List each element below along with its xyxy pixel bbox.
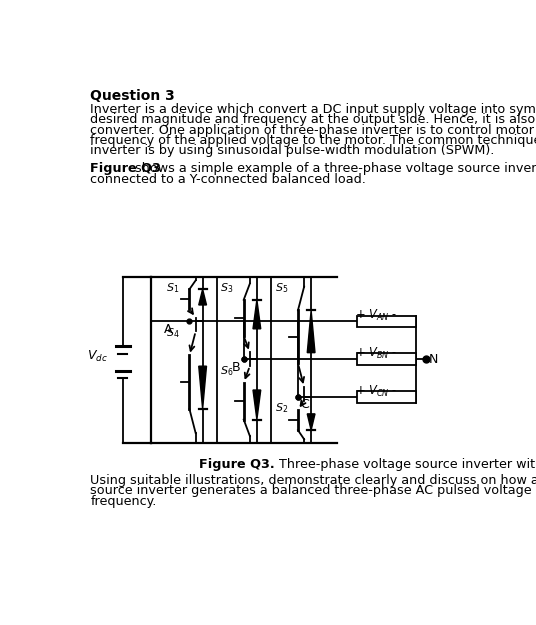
Polygon shape <box>199 289 206 305</box>
Bar <box>357 353 416 365</box>
Polygon shape <box>307 311 315 352</box>
Text: C: C <box>300 398 309 411</box>
Text: inverter is by using sinusoidal pulse-width modulation (SPWM).: inverter is by using sinusoidal pulse-wi… <box>90 144 495 158</box>
Text: Inverter is a device which convert a DC input supply voltage into symmetric AC v: Inverter is a device which convert a DC … <box>90 102 536 116</box>
Text: N: N <box>429 353 438 366</box>
Polygon shape <box>307 414 315 430</box>
Text: connected to a Y-connected balanced load.: connected to a Y-connected balanced load… <box>90 173 366 186</box>
Text: frequency of the applied voltage to the motor. The common technique to control o: frequency of the applied voltage to the … <box>90 134 536 147</box>
Bar <box>357 391 416 402</box>
Text: desired magnitude and frequency at the output side. Hence, it is also known as D: desired magnitude and frequency at the o… <box>90 113 536 126</box>
Text: Figure Q3: Figure Q3 <box>90 162 161 176</box>
Text: frequency.: frequency. <box>90 494 157 508</box>
Text: A: A <box>163 323 172 336</box>
Text: source inverter generates a balanced three-phase AC pulsed voltage and controls : source inverter generates a balanced thr… <box>90 484 536 498</box>
Text: + $V_{CN}$ -: + $V_{CN}$ - <box>355 384 398 399</box>
Text: Question 3: Question 3 <box>90 89 175 103</box>
Text: $S_6$: $S_6$ <box>220 364 234 378</box>
Text: Using suitable illustrations, demonstrate clearly and discuss on how a three-pha: Using suitable illustrations, demonstrat… <box>90 474 536 487</box>
Text: $S_2$: $S_2$ <box>274 401 288 415</box>
Polygon shape <box>253 390 260 419</box>
Text: $S_5$: $S_5$ <box>274 281 288 295</box>
Text: B: B <box>232 361 240 374</box>
Text: $S_3$: $S_3$ <box>220 281 234 295</box>
Text: $S_4$: $S_4$ <box>166 326 180 340</box>
Text: Figure Q3.: Figure Q3. <box>199 459 275 471</box>
Bar <box>357 316 416 327</box>
Text: converter. One application of three-phase inverter is to control motor speed by : converter. One application of three-phas… <box>90 124 536 136</box>
Text: $V_{dc}$: $V_{dc}$ <box>86 349 107 364</box>
Text: + $V_{BN}$ -: + $V_{BN}$ - <box>355 346 398 361</box>
Text: + $V_{AN}$ -: + $V_{AN}$ - <box>355 308 398 323</box>
Polygon shape <box>199 366 206 409</box>
Text: $S_1$: $S_1$ <box>166 281 180 295</box>
Text: Three-phase voltage source inverter with a Y-connected balanced load.: Three-phase voltage source inverter with… <box>275 459 536 471</box>
Text: shows a simple example of a three-phase voltage source inverter which is: shows a simple example of a three-phase … <box>131 162 536 176</box>
Polygon shape <box>253 300 260 329</box>
